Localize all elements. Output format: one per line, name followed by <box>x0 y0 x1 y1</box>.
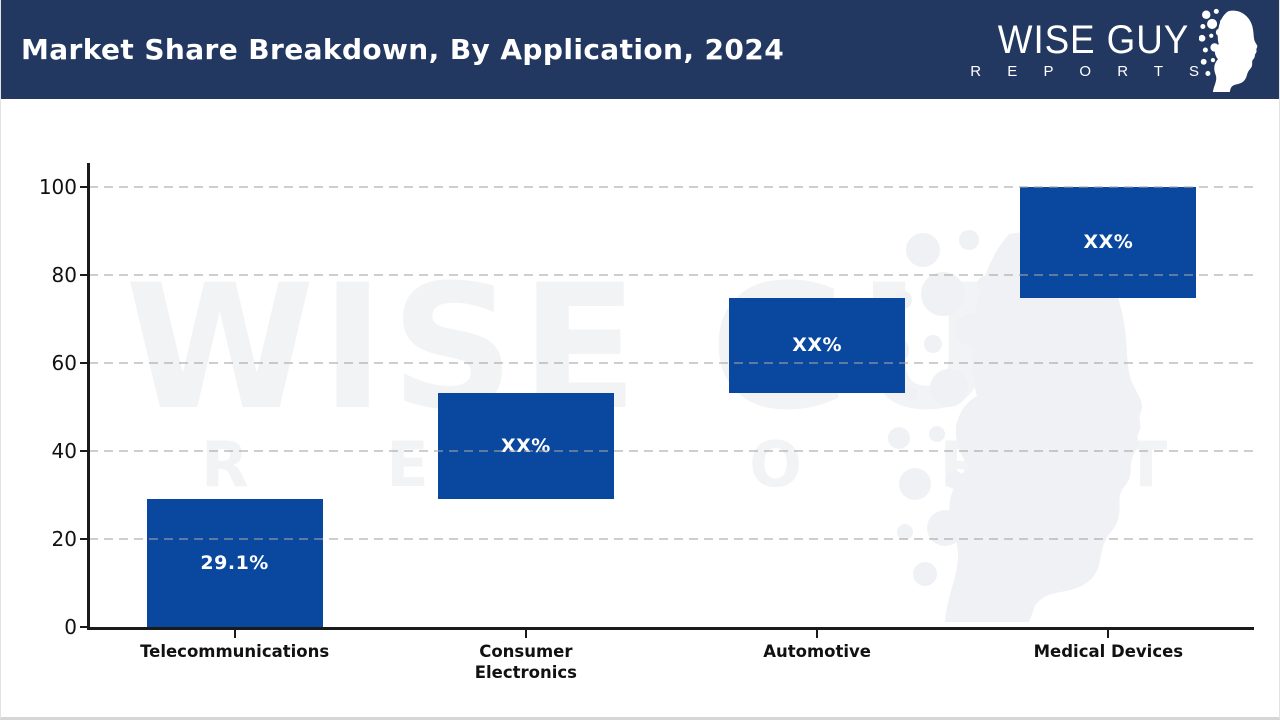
page-title: Market Share Breakdown, By Application, … <box>21 33 785 66</box>
bar-telecommunications: 29.1% <box>146 498 323 627</box>
bar-value-label: XX% <box>1083 231 1134 254</box>
brand-text: WISE GUY R E P O R T S <box>970 20 1199 80</box>
y-tick-label: 80 <box>51 263 77 287</box>
x-tick-label: Consumer Electronics <box>474 642 577 682</box>
gridline-20 <box>89 538 1254 540</box>
gridline-100 <box>89 186 1254 188</box>
y-tick-label: 60 <box>51 351 77 375</box>
watermark-face-icon <box>881 230 1143 622</box>
y-tick <box>80 186 88 188</box>
y-tick <box>80 274 88 276</box>
x-tick-label: Automotive <box>763 642 871 661</box>
y-tick <box>80 626 88 628</box>
brand-face-icon <box>1199 8 1258 92</box>
y-tick-label: 20 <box>51 527 77 551</box>
brand-logo: WISE GUY R E P O R T S <box>970 6 1263 94</box>
y-tick-label: 40 <box>51 439 77 463</box>
x-tick-label: Medical Devices <box>1033 642 1184 661</box>
y-axis-line <box>87 163 90 630</box>
bar-automotive: XX% <box>729 297 906 393</box>
x-tick <box>1107 630 1110 638</box>
x-tick <box>524 630 527 638</box>
x-axis-line <box>87 627 1254 630</box>
x-tick <box>816 630 819 638</box>
x-tick-label: Telecommunications <box>140 642 330 661</box>
brand-reports-label: R E P O R T S <box>970 63 1210 80</box>
gridline-80 <box>89 274 1254 276</box>
y-tick-label: 0 <box>64 615 77 639</box>
gridline-40 <box>89 450 1254 452</box>
bar-value-label: 29.1% <box>200 551 269 574</box>
x-tick <box>233 630 236 638</box>
brand-wordmark: WISE GUY <box>998 18 1190 62</box>
y-tick <box>80 538 88 540</box>
y-tick-label: 100 <box>38 175 77 199</box>
bar-value-label: XX% <box>792 334 843 357</box>
bar-consumer-electronics: XX% <box>437 392 614 499</box>
y-tick <box>80 450 88 452</box>
header-bar: Market Share Breakdown, By Application, … <box>1 0 1279 99</box>
bar-medical-devices: XX% <box>1020 187 1197 298</box>
y-tick <box>80 362 88 364</box>
bar-value-label: XX% <box>500 434 551 457</box>
gridline-60 <box>89 362 1254 364</box>
